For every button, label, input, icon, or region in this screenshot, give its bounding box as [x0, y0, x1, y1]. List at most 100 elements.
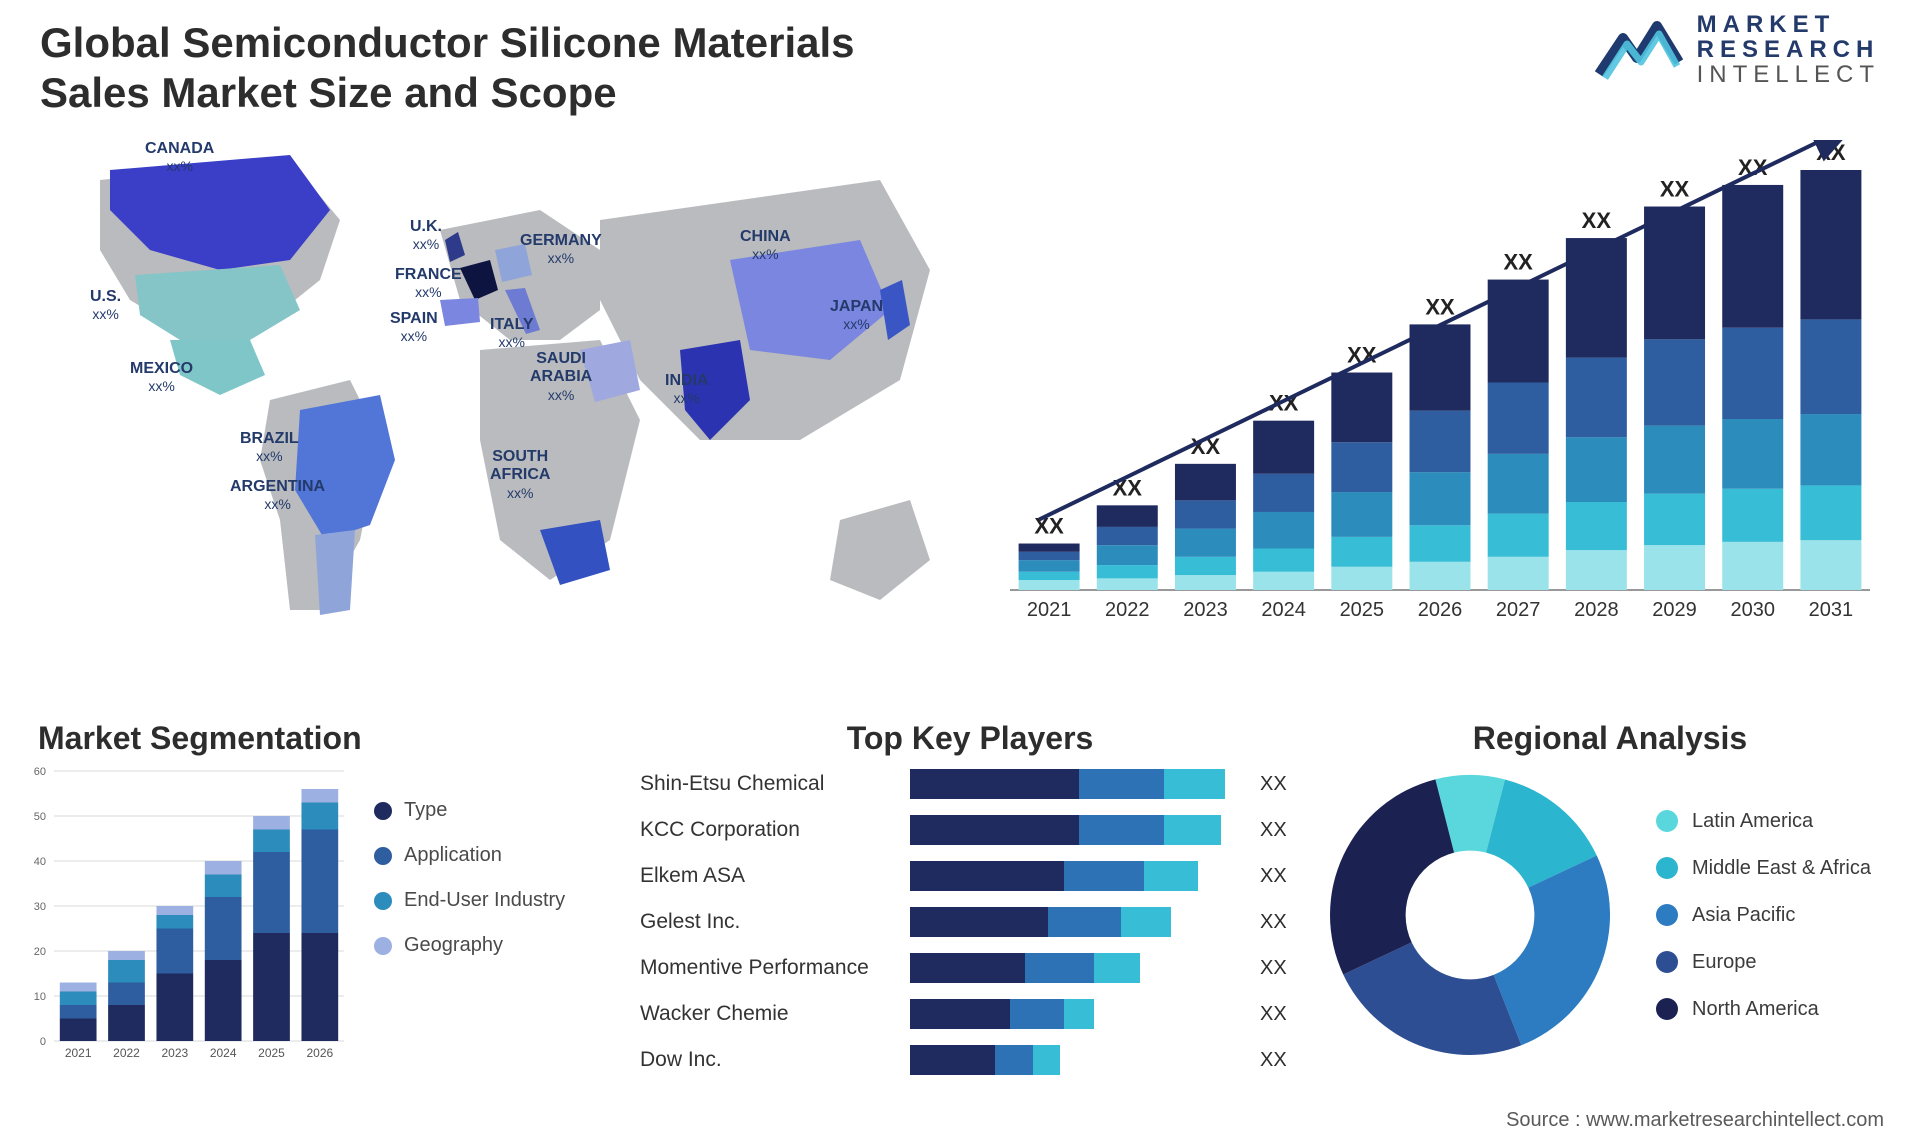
segmentation-legend: Type Application End-User Industry Geograph…: [374, 763, 565, 957]
player-row: Dow Inc.XX: [640, 1037, 1300, 1083]
seg-legend-item: Geography: [374, 934, 565, 957]
player-row: Wacker ChemieXX: [640, 991, 1300, 1037]
svg-text:2025: 2025: [1340, 599, 1385, 621]
svg-text:2023: 2023: [1183, 599, 1228, 621]
svg-text:2024: 2024: [210, 1046, 237, 1060]
player-bar-segment: [1164, 815, 1222, 845]
player-bar-segment: [1121, 907, 1171, 937]
player-bar-segment: [1094, 953, 1140, 983]
player-bar-segment: [1079, 769, 1164, 799]
legend-dot-icon: [1656, 857, 1678, 879]
brand-line2: RESEARCH: [1697, 37, 1880, 62]
map-label-canada: CANADAxx%: [145, 140, 214, 174]
player-value: XX: [1260, 911, 1300, 934]
player-value: XX: [1260, 957, 1300, 980]
donut-legend-label: Latin America: [1692, 810, 1813, 833]
svg-text:60: 60: [34, 766, 46, 778]
segmentation-chart: 0102030405060202120222023202420252026: [20, 763, 350, 1073]
donut-legend: Latin America Middle East & Africa Asia Pa…: [1656, 810, 1871, 1021]
player-bar-segment: [910, 953, 1025, 983]
segmentation-section: Market Segmentation 01020304050602021202…: [20, 720, 640, 1100]
donut-legend-item: Middle East & Africa: [1656, 857, 1871, 880]
world-map-svg: [40, 140, 950, 650]
map-label-uk: U.K.xx%: [410, 218, 442, 252]
svg-text:2021: 2021: [65, 1046, 92, 1060]
player-bar-segment: [910, 1045, 995, 1075]
svg-text:0: 0: [40, 1036, 46, 1048]
legend-dot-icon: [1656, 904, 1678, 926]
player-bar: [910, 907, 1248, 937]
seg-legend-label: End-User Industry: [404, 889, 565, 912]
donut-heading: Regional Analysis: [1320, 720, 1900, 757]
brand-line1: MARKET: [1697, 12, 1880, 37]
legend-dot-icon: [374, 847, 392, 865]
map-label-mexico: MEXICOxx%: [130, 360, 193, 394]
player-bar-segment: [1064, 999, 1095, 1029]
map-label-france: FRANCExx%: [395, 266, 462, 300]
brand-mark-icon: [1595, 14, 1683, 86]
player-name: Dow Inc.: [640, 1048, 910, 1072]
map-label-us: U.S.xx%: [90, 288, 121, 322]
player-row: KCC CorporationXX: [640, 807, 1300, 853]
player-name: Momentive Performance: [640, 956, 910, 980]
seg-legend-item: Type: [374, 799, 565, 822]
svg-text:10: 10: [34, 991, 46, 1003]
legend-dot-icon: [374, 802, 392, 820]
legend-dot-icon: [374, 937, 392, 955]
donut-legend-label: North America: [1692, 998, 1819, 1021]
player-bar-segment: [1025, 953, 1094, 983]
donut-legend-item: North America: [1656, 998, 1871, 1021]
map-label-spain: SPAINxx%: [390, 310, 438, 344]
players-section: Top Key Players Shin-Etsu ChemicalXXKCC …: [640, 720, 1300, 1120]
player-bar-segment: [910, 861, 1064, 891]
header: Global Semiconductor Silicone Materials …: [40, 18, 1880, 118]
player-bar: [910, 999, 1248, 1029]
player-name: Shin-Etsu Chemical: [640, 772, 910, 796]
player-bar-segment: [1144, 861, 1198, 891]
donut-legend-label: Asia Pacific: [1692, 904, 1795, 927]
svg-text:2021: 2021: [1027, 599, 1072, 621]
svg-text:2030: 2030: [1730, 599, 1775, 621]
map-label-italy: ITALYxx%: [490, 316, 534, 350]
player-value: XX: [1260, 1003, 1300, 1026]
svg-text:XX: XX: [1504, 250, 1534, 275]
svg-text:2023: 2023: [161, 1046, 188, 1060]
map-label-brazil: BRAZILxx%: [240, 430, 299, 464]
legend-dot-icon: [1656, 810, 1678, 832]
brand-line3: INTELLECT: [1697, 62, 1880, 87]
svg-text:2022: 2022: [113, 1046, 140, 1060]
map-label-china: CHINAxx%: [740, 228, 791, 262]
player-row: Elkem ASAXX: [640, 853, 1300, 899]
svg-text:40: 40: [34, 856, 46, 868]
player-bar-segment: [910, 769, 1079, 799]
player-bar-segment: [1079, 815, 1164, 845]
svg-text:20: 20: [34, 946, 46, 958]
player-bar-segment: [1010, 999, 1064, 1029]
player-row: Shin-Etsu ChemicalXX: [640, 761, 1300, 807]
seg-legend-item: Application: [374, 844, 565, 867]
world-map: CANADAxx% U.S.xx% MEXICOxx% BRAZILxx% ARGENT…: [40, 140, 950, 650]
svg-text:2026: 2026: [306, 1046, 333, 1060]
player-row: Gelest Inc.XX: [640, 899, 1300, 945]
map-label-india: INDIAxx%: [665, 372, 709, 406]
player-bar-segment: [1064, 861, 1145, 891]
player-bar: [910, 861, 1248, 891]
donut-legend-item: Europe: [1656, 951, 1871, 974]
player-bar-segment: [910, 815, 1079, 845]
map-label-argentina: ARGENTINAxx%: [230, 478, 325, 512]
svg-text:2031: 2031: [1809, 599, 1854, 621]
player-name: KCC Corporation: [640, 818, 910, 842]
svg-text:XX: XX: [1660, 177, 1690, 202]
donut-legend-label: Middle East & Africa: [1692, 857, 1871, 880]
player-bar: [910, 769, 1248, 799]
player-bar-segment: [1048, 907, 1121, 937]
donut-legend-item: Asia Pacific: [1656, 904, 1871, 927]
player-bar: [910, 1045, 1248, 1075]
svg-text:2029: 2029: [1652, 599, 1697, 621]
svg-text:2025: 2025: [258, 1046, 285, 1060]
svg-text:2027: 2027: [1496, 599, 1541, 621]
donut-legend-item: Latin America: [1656, 810, 1871, 833]
segmentation-heading: Market Segmentation: [38, 720, 640, 757]
donut-section: Regional Analysis Latin America Middle Ea…: [1320, 720, 1900, 1120]
map-label-japan: JAPANxx%: [830, 298, 883, 332]
